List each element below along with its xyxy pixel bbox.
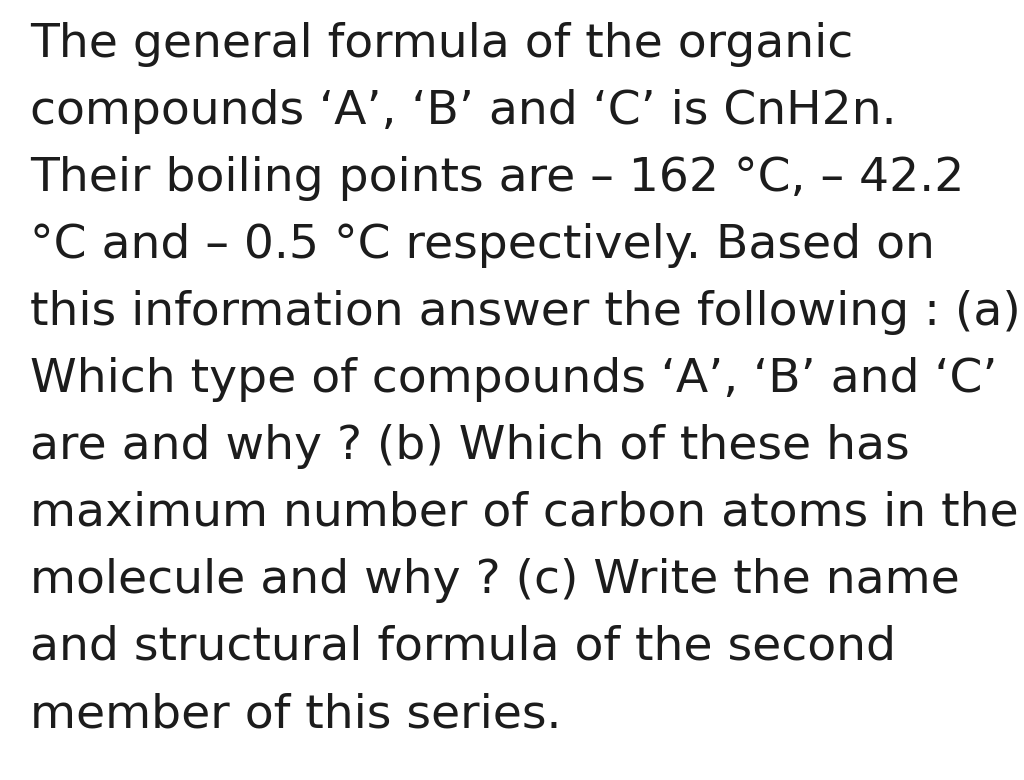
Text: compounds ‘A’, ‘B’ and ‘C’ is CnH2n.: compounds ‘A’, ‘B’ and ‘C’ is CnH2n. [30, 89, 897, 134]
Text: The general formula of the organic: The general formula of the organic [30, 22, 853, 67]
Text: this information answer the following : (a): this information answer the following : … [30, 290, 1021, 335]
Text: and structural formula of the second: and structural formula of the second [30, 625, 896, 670]
Text: °C and – 0.5 °C respectively. Based on: °C and – 0.5 °C respectively. Based on [30, 223, 935, 268]
Text: molecule and why ? (c) Write the name: molecule and why ? (c) Write the name [30, 558, 959, 603]
Text: Their boiling points are – 162 °C, – 42.2: Their boiling points are – 162 °C, – 42.… [30, 156, 965, 201]
Text: maximum number of carbon atoms in the: maximum number of carbon atoms in the [30, 491, 1019, 536]
Text: are and why ? (b) Which of these has: are and why ? (b) Which of these has [30, 424, 909, 469]
Text: Which type of compounds ‘A’, ‘B’ and ‘C’: Which type of compounds ‘A’, ‘B’ and ‘C’ [30, 357, 997, 402]
Text: member of this series.: member of this series. [30, 692, 561, 737]
